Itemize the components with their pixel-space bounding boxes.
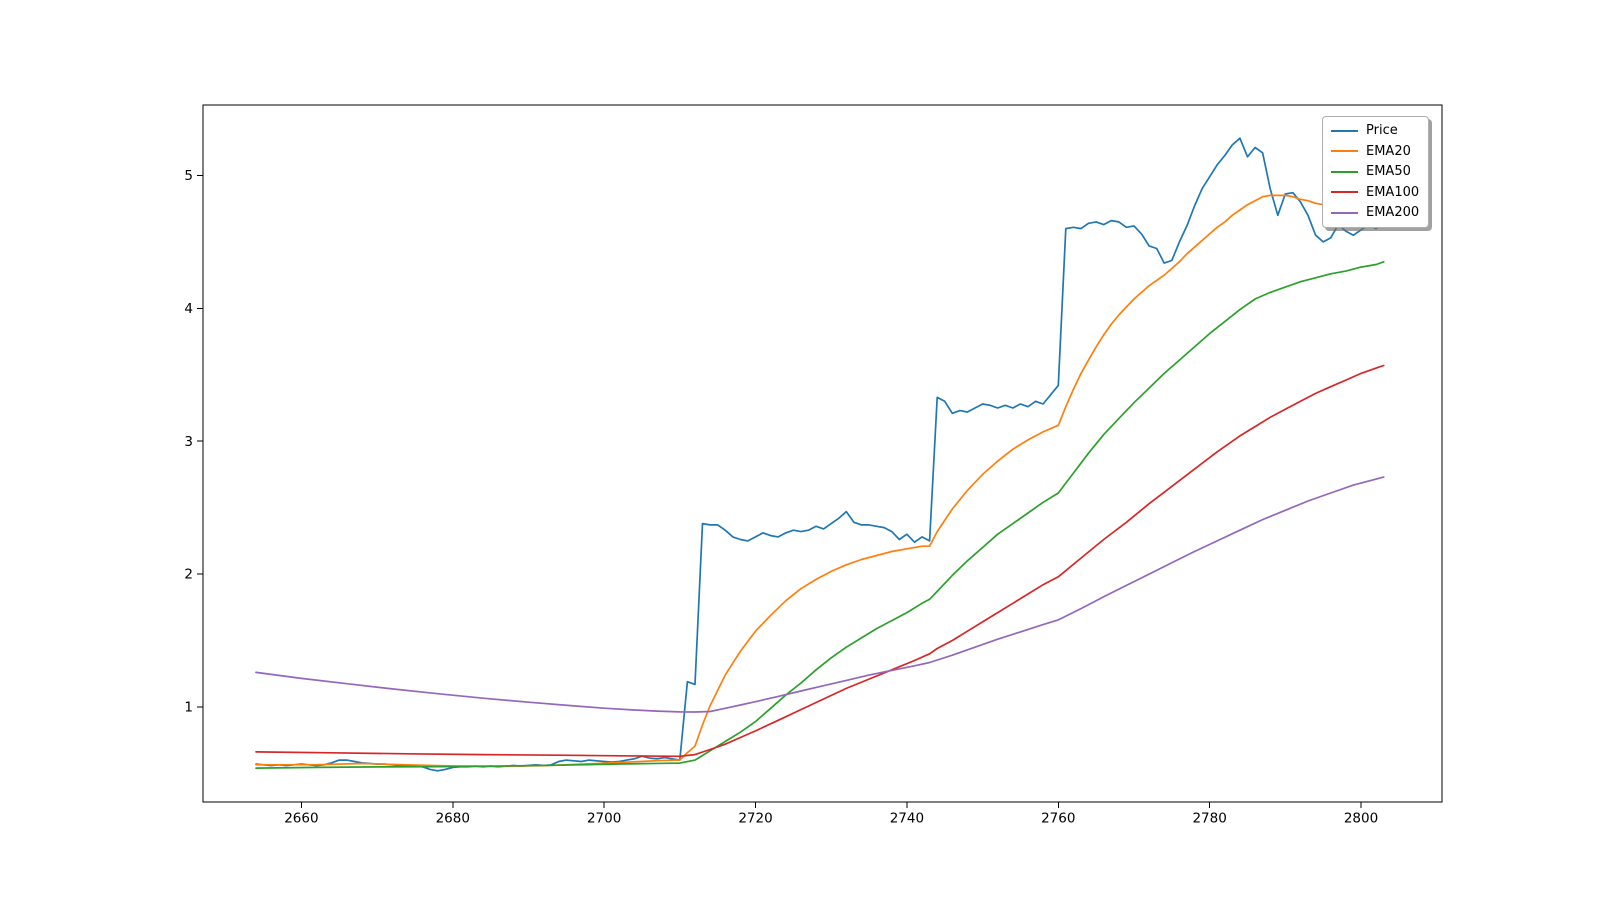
plot-spines [202,104,1443,803]
legend-line-sample-ema50-icon [1331,170,1358,173]
series-line-price [255,137,1385,772]
legend-box: Price EMA20 EMA50 EMA100 EMA200 [1322,116,1430,228]
series-line-ema200 [255,476,1385,713]
legend-item-ema50: EMA50 [1331,164,1419,179]
legend-line-sample-price-icon [1331,129,1358,132]
legend-label-ema50: EMA50 [1366,164,1411,179]
x-tick-label: 2800 [1344,811,1378,827]
legend-item-ema20: EMA20 [1331,144,1419,159]
legend-label-price: Price [1366,123,1398,138]
legend-line-sample-ema20-icon [1331,150,1358,152]
x-tick-label: 2740 [890,811,924,827]
series-group [255,137,1385,772]
legend-item-ema100: EMA100 [1331,185,1419,200]
legend-line-sample-ema200-icon [1331,211,1358,214]
x-tick-label: 2780 [1192,811,1226,827]
x-tick-label: 2680 [436,811,470,827]
legend-item-ema200: EMA200 [1331,205,1419,220]
x-tick-label: 2660 [284,811,318,827]
x-tick-label: 2700 [587,811,621,827]
legend-line-sample-ema100-icon [1331,191,1358,193]
y-tick-label: 3 [184,434,193,450]
legend-label-ema100: EMA100 [1366,184,1420,200]
legend-label-ema20: EMA20 [1366,143,1411,159]
x-tick-label: 2720 [738,811,772,827]
series-line-ema50 [255,260,1385,769]
y-tick-label: 5 [184,168,193,184]
y-axis: 1 2 3 4 5 [184,168,203,716]
series-line-ema100 [255,364,1385,758]
y-tick-label: 4 [184,301,193,317]
legend-label-ema200: EMA200 [1366,205,1420,220]
series-line-ema20 [255,194,1385,768]
y-tick-label: 1 [184,700,193,716]
y-tick-label: 2 [184,567,193,583]
x-tick-label: 2760 [1041,811,1075,827]
legend-item-price: Price [1331,123,1419,138]
x-axis: 2660 2680 2700 2720 2740 2760 2780 2800 [284,802,1378,827]
